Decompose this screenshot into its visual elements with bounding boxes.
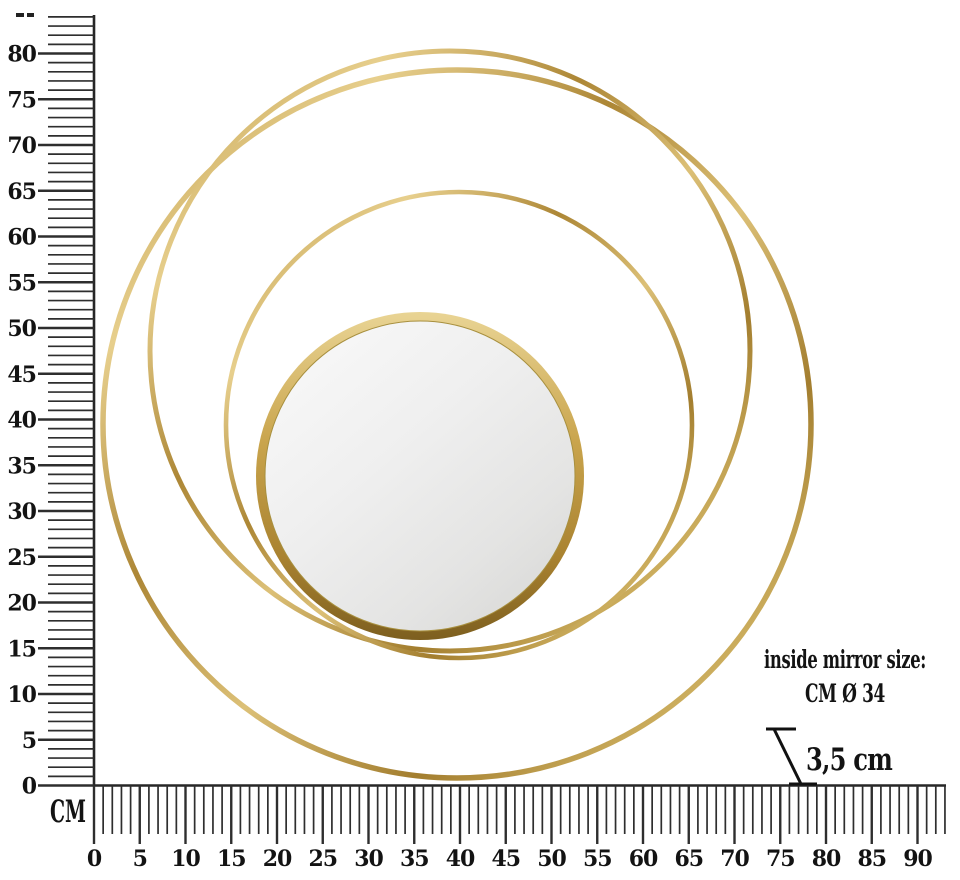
horizontal-ruler-label: 0 (87, 846, 102, 872)
inner-ring (223, 189, 695, 661)
depth-indicator-icon (766, 727, 817, 786)
vertical-ruler-label: 65 (7, 179, 36, 205)
horizontal-ruler-label: 15 (217, 846, 246, 872)
depth-label: 3,5 cm (806, 742, 893, 778)
outer-ring (100, 67, 814, 781)
horizontal-ruler-label: 80 (812, 846, 841, 872)
vertical-ruler-label: 35 (7, 453, 36, 479)
vertical-ruler-label: 70 (7, 133, 36, 159)
vertical-ruler-label: 10 (7, 682, 36, 708)
horizontal-ruler-label: 60 (629, 846, 658, 872)
horizontal-ruler-label: 10 (171, 846, 200, 872)
middle-ring (147, 48, 753, 654)
horizontal-ruler-label: 65 (674, 846, 703, 872)
horizontal-ruler-label: 30 (354, 846, 383, 872)
horizontal-ruler-label: 20 (263, 846, 292, 872)
clipped-top-label (16, 13, 34, 17)
vertical-ruler-label: 0 (22, 774, 37, 800)
horizontal-ruler-label: 55 (583, 846, 612, 872)
vertical-ruler-label: 60 (7, 225, 36, 251)
vertical-ruler-label: 20 (7, 591, 36, 617)
cm-unit-label: CM (50, 794, 86, 830)
horizontal-ruler-label: 90 (903, 846, 932, 872)
vertical-ruler-label: 45 (7, 362, 36, 388)
horizontal-ruler-label: 40 (446, 846, 475, 872)
vertical-ruler-label: 30 (7, 499, 36, 525)
horizontal-ruler-label: 5 (133, 846, 147, 872)
horizontal-ruler-label: 70 (720, 846, 749, 872)
horizontal-ruler: 0 5 10 15 20 25 30 35 40 45 50 55 60 65 70 75 80 85 90 (87, 784, 946, 872)
vertical-ruler-label: 55 (7, 270, 36, 296)
vertical-ruler-label: 5 (22, 728, 36, 754)
vertical-ruler-label: 15 (7, 636, 36, 662)
vertical-ruler-label: 50 (7, 316, 36, 342)
vertical-ruler-label: 75 (7, 87, 36, 113)
mirror (256, 312, 584, 640)
vertical-ruler-label: 25 (7, 545, 36, 571)
vertical-ruler: 0 5 10 15 20 25 30 35 40 45 50 55 60 65 70 75 80 (7, 15, 96, 800)
horizontal-ruler-label: 85 (857, 846, 886, 872)
horizontal-ruler-label: 45 (491, 846, 520, 872)
gold-rings (100, 48, 814, 781)
horizontal-ruler-label: 25 (308, 846, 337, 872)
inside-mirror-diameter-value: CM Ø 34 (805, 679, 885, 708)
vertical-ruler-label: 80 (7, 42, 36, 68)
mirror-glass (264, 320, 576, 632)
horizontal-ruler-label: 75 (766, 846, 795, 872)
inside-mirror-size-label: inside mirror size: (764, 645, 926, 674)
vertical-ruler-label: 40 (7, 408, 36, 434)
horizontal-ruler-label: 35 (400, 846, 429, 872)
horizontal-ruler-label: 50 (537, 846, 566, 872)
